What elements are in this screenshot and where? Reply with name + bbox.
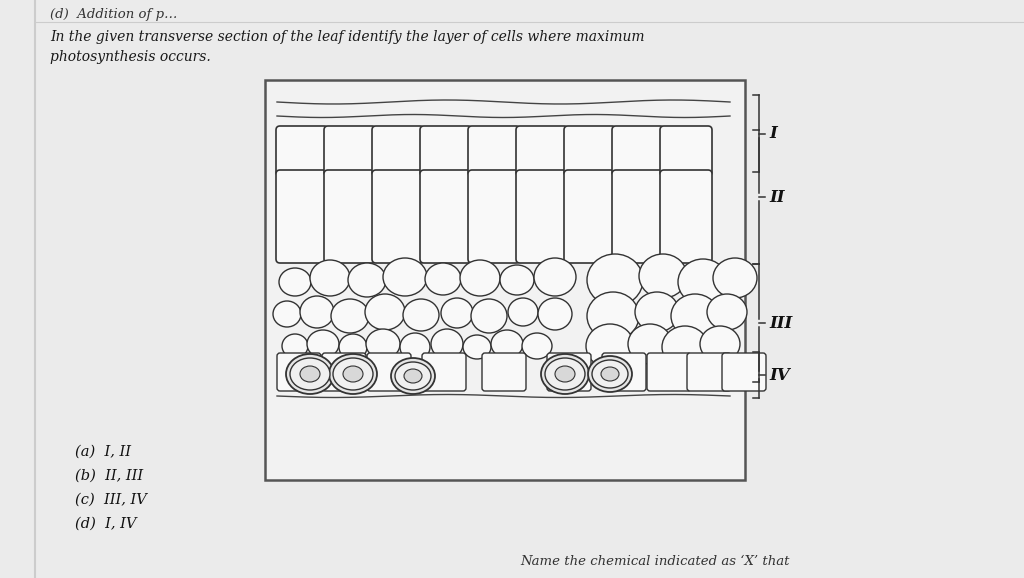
Ellipse shape bbox=[500, 265, 534, 295]
Ellipse shape bbox=[635, 292, 679, 332]
FancyBboxPatch shape bbox=[564, 170, 616, 263]
FancyBboxPatch shape bbox=[660, 126, 712, 176]
Text: (a)  I, II: (a) I, II bbox=[75, 445, 131, 459]
FancyBboxPatch shape bbox=[276, 170, 328, 263]
FancyBboxPatch shape bbox=[422, 353, 466, 391]
FancyBboxPatch shape bbox=[372, 126, 424, 176]
FancyBboxPatch shape bbox=[602, 353, 646, 391]
Ellipse shape bbox=[383, 258, 427, 296]
Ellipse shape bbox=[333, 358, 373, 390]
Text: II: II bbox=[769, 188, 784, 206]
Bar bbox=[265, 80, 745, 480]
Ellipse shape bbox=[555, 366, 575, 382]
Ellipse shape bbox=[678, 259, 728, 305]
Ellipse shape bbox=[339, 334, 367, 360]
Ellipse shape bbox=[331, 299, 369, 333]
Text: I: I bbox=[769, 125, 777, 142]
Ellipse shape bbox=[329, 354, 377, 394]
Ellipse shape bbox=[279, 268, 311, 296]
FancyBboxPatch shape bbox=[324, 126, 376, 176]
Ellipse shape bbox=[365, 294, 406, 330]
Text: (d)  Addition of p…: (d) Addition of p… bbox=[50, 8, 177, 21]
Ellipse shape bbox=[601, 367, 618, 381]
Ellipse shape bbox=[713, 258, 757, 298]
Ellipse shape bbox=[707, 294, 746, 330]
Ellipse shape bbox=[366, 329, 400, 359]
Ellipse shape bbox=[403, 299, 439, 331]
Ellipse shape bbox=[471, 299, 507, 333]
FancyBboxPatch shape bbox=[647, 353, 691, 391]
Ellipse shape bbox=[425, 263, 461, 295]
FancyBboxPatch shape bbox=[322, 353, 366, 391]
Ellipse shape bbox=[441, 298, 473, 328]
Ellipse shape bbox=[391, 358, 435, 394]
FancyBboxPatch shape bbox=[547, 353, 591, 391]
FancyBboxPatch shape bbox=[420, 126, 472, 176]
FancyBboxPatch shape bbox=[687, 353, 731, 391]
Ellipse shape bbox=[400, 333, 430, 361]
Ellipse shape bbox=[460, 260, 500, 296]
FancyBboxPatch shape bbox=[516, 170, 568, 263]
Ellipse shape bbox=[628, 324, 672, 364]
Text: IV: IV bbox=[769, 366, 790, 383]
Text: (b)  II, III: (b) II, III bbox=[75, 469, 143, 483]
Ellipse shape bbox=[662, 326, 708, 368]
Ellipse shape bbox=[586, 324, 634, 368]
Ellipse shape bbox=[639, 254, 687, 298]
Ellipse shape bbox=[508, 298, 538, 326]
Ellipse shape bbox=[671, 294, 719, 338]
Text: (c)  III, IV: (c) III, IV bbox=[75, 493, 146, 507]
FancyBboxPatch shape bbox=[276, 126, 328, 176]
Ellipse shape bbox=[343, 366, 362, 382]
FancyBboxPatch shape bbox=[564, 126, 616, 176]
FancyBboxPatch shape bbox=[468, 126, 520, 176]
FancyBboxPatch shape bbox=[482, 353, 526, 391]
Ellipse shape bbox=[588, 356, 632, 392]
Ellipse shape bbox=[310, 260, 350, 296]
FancyBboxPatch shape bbox=[324, 170, 376, 263]
Text: III: III bbox=[769, 314, 793, 332]
Text: Name the chemical indicated as ‘X’ that: Name the chemical indicated as ‘X’ that bbox=[520, 555, 790, 568]
Text: photosynthesis occurs.: photosynthesis occurs. bbox=[50, 50, 211, 64]
Ellipse shape bbox=[587, 254, 643, 306]
Ellipse shape bbox=[431, 329, 463, 359]
Ellipse shape bbox=[522, 333, 552, 359]
Ellipse shape bbox=[307, 330, 339, 358]
Ellipse shape bbox=[273, 301, 301, 327]
Ellipse shape bbox=[587, 292, 639, 340]
Ellipse shape bbox=[395, 362, 431, 390]
FancyBboxPatch shape bbox=[468, 170, 520, 263]
Ellipse shape bbox=[290, 358, 330, 390]
Ellipse shape bbox=[541, 354, 589, 394]
FancyBboxPatch shape bbox=[660, 170, 712, 263]
Ellipse shape bbox=[300, 296, 334, 328]
Text: In the given transverse section of the leaf identify the layer of cells where ma: In the given transverse section of the l… bbox=[50, 30, 644, 44]
Text: (d)  I, IV: (d) I, IV bbox=[75, 517, 136, 531]
FancyBboxPatch shape bbox=[367, 353, 411, 391]
Ellipse shape bbox=[282, 334, 308, 358]
Ellipse shape bbox=[538, 298, 572, 330]
FancyBboxPatch shape bbox=[372, 170, 424, 263]
FancyBboxPatch shape bbox=[612, 170, 664, 263]
FancyBboxPatch shape bbox=[612, 126, 664, 176]
Ellipse shape bbox=[404, 369, 422, 383]
Ellipse shape bbox=[286, 354, 334, 394]
Ellipse shape bbox=[534, 258, 575, 296]
Ellipse shape bbox=[300, 366, 319, 382]
Ellipse shape bbox=[490, 330, 523, 358]
Ellipse shape bbox=[463, 335, 490, 359]
Ellipse shape bbox=[348, 263, 386, 297]
FancyBboxPatch shape bbox=[278, 353, 321, 391]
FancyBboxPatch shape bbox=[516, 126, 568, 176]
Ellipse shape bbox=[592, 360, 628, 388]
Ellipse shape bbox=[700, 326, 740, 362]
FancyBboxPatch shape bbox=[722, 353, 766, 391]
Ellipse shape bbox=[545, 358, 585, 390]
FancyBboxPatch shape bbox=[420, 170, 472, 263]
